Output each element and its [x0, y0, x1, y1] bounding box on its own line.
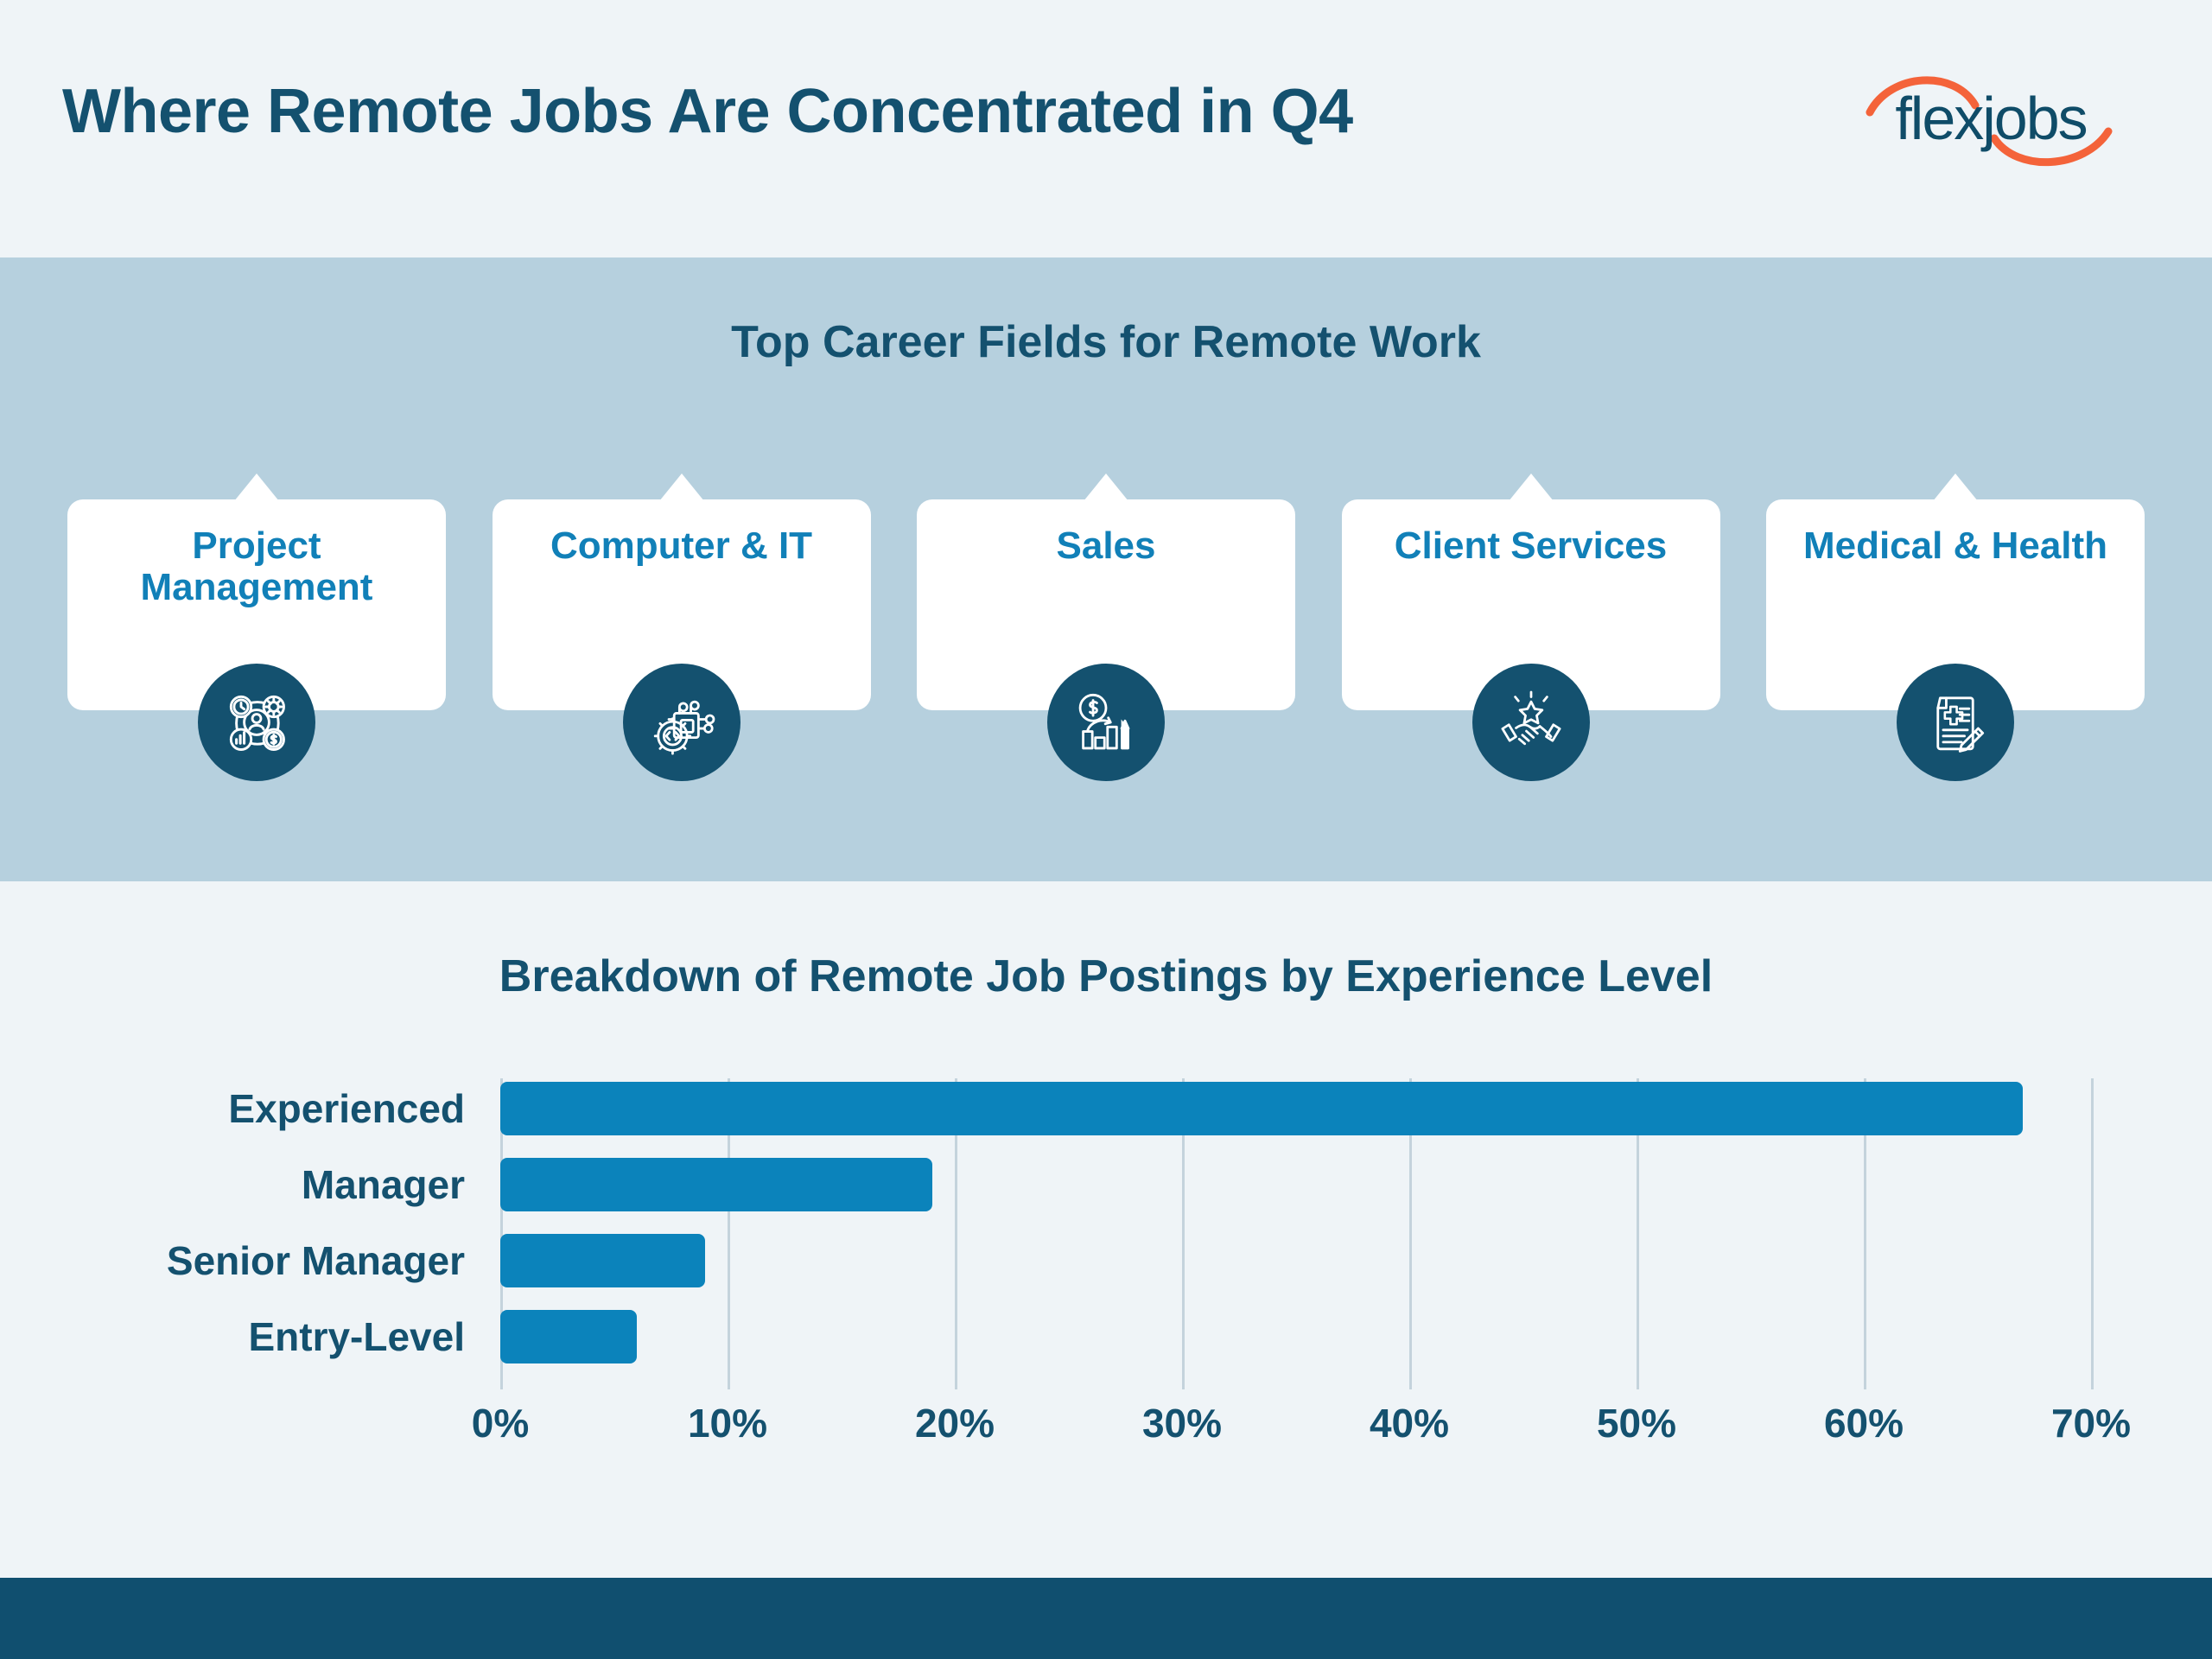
card-label: Sales	[1056, 524, 1156, 567]
x-tick-label: 60%	[1823, 1401, 1904, 1446]
x-tick-label: 30%	[1141, 1401, 1223, 1446]
career-field-card-list: Project Management	[67, 474, 2145, 781]
handshake-star-icon	[1471, 664, 1590, 781]
logo-swoosh-icon	[1866, 76, 2113, 166]
bar	[500, 1158, 932, 1211]
x-tick-label: 70%	[2050, 1401, 2132, 1446]
chart-title: Breakdown of Remote Job Postings by Expe…	[499, 951, 1713, 1001]
x-tick-label: 0%	[471, 1401, 530, 1446]
flexjobs-logo: flexjobs	[1865, 66, 2117, 168]
project-management-icon	[198, 664, 315, 781]
category-label: Experienced	[228, 1086, 465, 1131]
logo-wordmark: flexjobs	[1895, 85, 2088, 152]
bar-chart: Experienced Manager Senior Manager Entry-Le…	[0, 1078, 2212, 1446]
sales-growth-chart-icon	[1047, 664, 1165, 781]
card-notch	[1084, 474, 1128, 501]
band-title: Top Career Fields for Remote Work	[731, 317, 1481, 367]
career-field-card-client-services[interactable]: Client Services	[1341, 474, 1720, 781]
card-label: Computer & IT	[550, 524, 813, 567]
gridline	[1409, 1078, 1412, 1389]
value-axis: 0% 10% 20% 30% 40% 50% 60% 70%	[0, 1400, 2212, 1460]
bar	[500, 1310, 637, 1363]
bar	[500, 1082, 2024, 1135]
footer-bar	[0, 1578, 2212, 1659]
career-field-card-computer-it[interactable]: Computer & IT	[492, 474, 871, 781]
x-tick-label: 10%	[687, 1401, 768, 1446]
card-notch	[1933, 474, 1978, 501]
career-fields-band: Top Career Fields for Remote Work Projec…	[0, 257, 2212, 881]
x-tick-label: 40%	[1369, 1401, 1450, 1446]
plot-area	[500, 1078, 2094, 1389]
gridline	[1637, 1078, 1639, 1389]
category-label: Manager	[301, 1162, 465, 1207]
card-notch	[1508, 474, 1554, 501]
career-field-card-medical-health[interactable]: Medical & Health	[1766, 474, 2145, 781]
career-field-card-sales[interactable]: Sales	[917, 474, 1295, 781]
gridline	[1864, 1078, 1866, 1389]
card-notch	[234, 474, 279, 501]
medical-record-pencil-icon	[1897, 664, 2014, 781]
category-axis: Experienced Manager Senior Manager Entry-Le…	[0, 1078, 484, 1389]
x-tick-label: 50%	[1596, 1401, 1677, 1446]
career-field-card-project-management[interactable]: Project Management	[67, 474, 446, 781]
gridline	[2091, 1078, 2094, 1389]
gridline	[955, 1078, 957, 1389]
computer-chip-code-icon	[622, 664, 741, 781]
card-label: Client Services	[1394, 524, 1668, 567]
card-notch	[658, 474, 704, 501]
category-label: Entry-Level	[248, 1314, 465, 1359]
header: Where Remote Jobs Are Concentrated in Q4…	[0, 0, 2212, 257]
card-label: Medical & Health	[1802, 524, 2108, 567]
x-tick-label: 20%	[914, 1401, 995, 1446]
gridline	[500, 1078, 503, 1389]
gridline	[1182, 1078, 1185, 1389]
category-label: Senior Manager	[166, 1238, 465, 1283]
gridline	[728, 1078, 730, 1389]
experience-level-chart-section: Breakdown of Remote Job Postings by Expe…	[0, 881, 2212, 1578]
bar	[500, 1234, 705, 1287]
card-label: Project Management	[140, 524, 373, 608]
page-title: Where Remote Jobs Are Concentrated in Q4	[62, 77, 1353, 146]
